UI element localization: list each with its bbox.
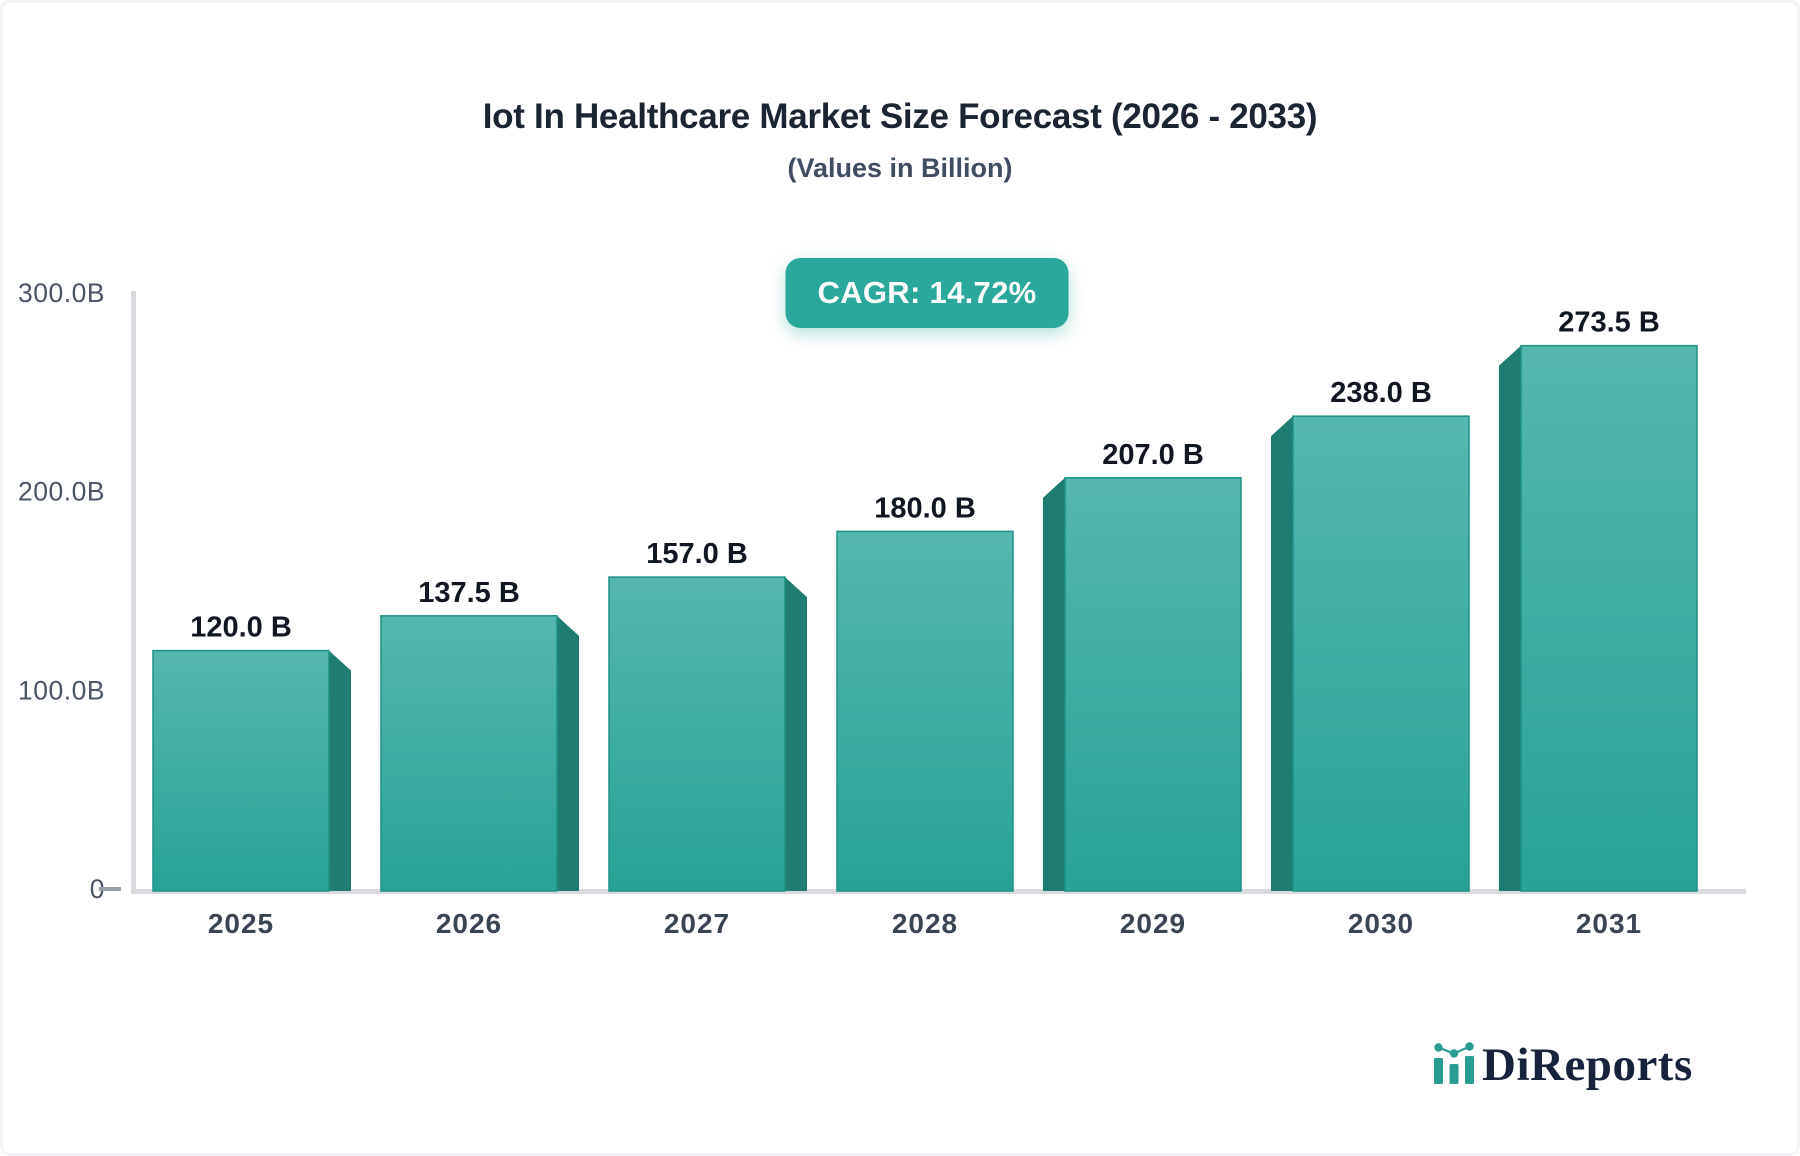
- bar-side-face: [1271, 416, 1293, 891]
- bar-value-label: 137.5 B: [418, 577, 520, 609]
- y-tick-label: 300.0B: [18, 278, 105, 308]
- bar-side-face: [785, 577, 807, 891]
- bar-2025: [152, 649, 330, 892]
- bar-side-face: [329, 650, 351, 891]
- chart-subtitle: (Values in Billion): [787, 153, 1013, 183]
- bar-value-label: 273.5 B: [1558, 307, 1660, 339]
- brand-logo: DiReports: [1431, 1039, 1693, 1091]
- x-tick-label: 2027: [664, 908, 730, 939]
- bar-2026: [380, 615, 558, 892]
- bar-value-label: 238.0 B: [1330, 377, 1432, 409]
- bar-2031: [1520, 344, 1698, 892]
- x-tick-label: 2031: [1576, 908, 1642, 939]
- chart-title: Iot In Healthcare Market Size Forecast (…: [482, 97, 1318, 136]
- bar-group-2027: [608, 576, 807, 892]
- cagr-badge: CAGR: 14.72%: [785, 258, 1069, 328]
- x-tick-label: 2025: [208, 908, 274, 939]
- bar-group-2025: [152, 649, 351, 892]
- zero-tick-mark: [99, 887, 121, 891]
- bar-group-2026: [380, 615, 579, 892]
- x-tick-label: 2028: [892, 908, 958, 939]
- bar-value-label: 120.0 B: [190, 612, 292, 644]
- y-tick-label: 0: [90, 874, 105, 904]
- bar-group-2029: [1043, 477, 1242, 892]
- x-tick-label: 2026: [436, 908, 502, 939]
- bar-2028: [836, 530, 1014, 892]
- y-tick-label: 200.0B: [18, 477, 105, 507]
- bar-2030: [1292, 415, 1470, 892]
- bar-chart: 300.0B 200.0B 100.0B 0 120.0 B 2025 137.5 B 202…: [18, 278, 1746, 939]
- bar-side-face: [1499, 345, 1521, 891]
- bar-2029: [1064, 477, 1242, 892]
- bar-side-face: [557, 615, 579, 891]
- brand-logo-text: DiReports: [1482, 1039, 1693, 1091]
- bar-value-label: 180.0 B: [874, 492, 976, 524]
- y-axis-line: [131, 291, 136, 894]
- bar-2027: [608, 576, 786, 892]
- y-tick-label: 100.0B: [18, 675, 105, 705]
- bar-group-2031: [1499, 344, 1698, 892]
- bar-group-2028: [836, 530, 1014, 892]
- x-tick-label: 2030: [1348, 908, 1414, 939]
- bar-value-label: 207.0 B: [1102, 439, 1204, 471]
- mini-bar-chart-icon: [1434, 1042, 1474, 1084]
- bar-side-face: [1043, 477, 1065, 891]
- bar-value-label: 157.0 B: [646, 538, 748, 570]
- bar-group-2030: [1271, 415, 1470, 892]
- x-tick-label: 2029: [1120, 908, 1186, 939]
